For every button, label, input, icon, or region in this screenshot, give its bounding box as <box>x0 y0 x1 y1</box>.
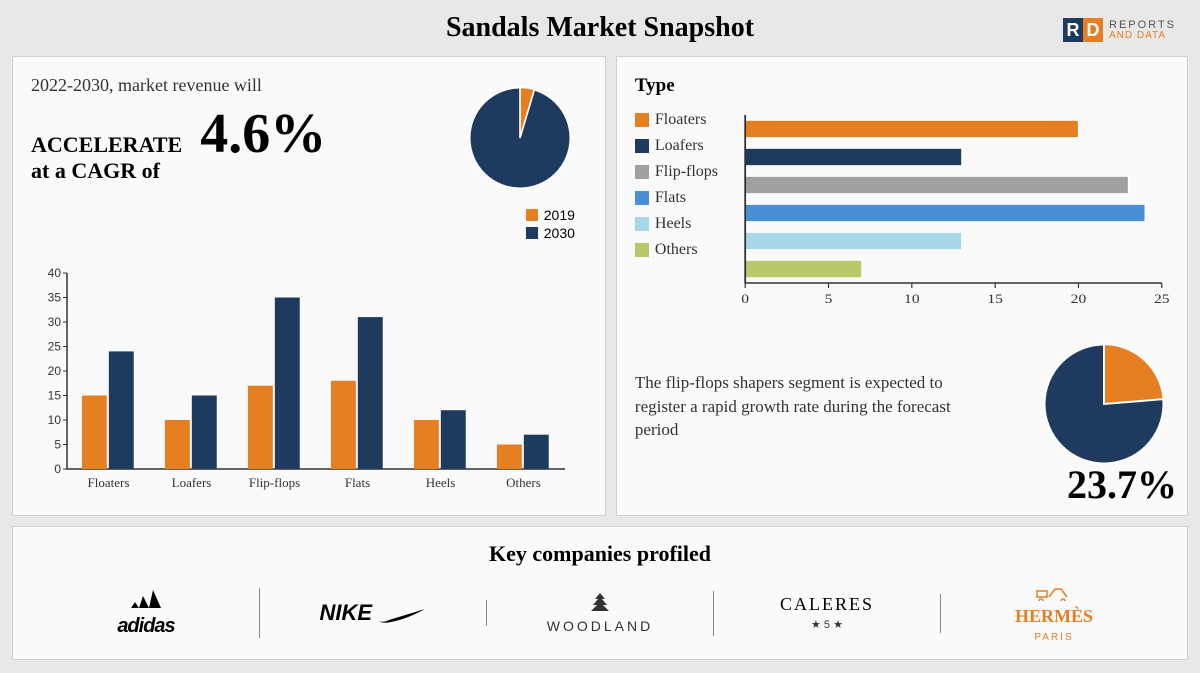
left-panel: 2022-2030, market revenue will ACCELERAT… <box>12 56 606 516</box>
svg-text:Loafers: Loafers <box>172 475 212 490</box>
accelerate-label-1: ACCELERATE <box>31 132 182 158</box>
svg-text:5: 5 <box>54 438 61 452</box>
company-woodland-label: WOODLAND <box>547 618 653 634</box>
logo-reports-text: REPORTS <box>1109 20 1176 31</box>
company-row: adidas NIKE WOODLAND CALERES ★ 5 ★ <box>33 581 1167 645</box>
legend-item: 2019 <box>526 207 575 223</box>
svg-text:Heels: Heels <box>426 475 456 490</box>
svg-text:15: 15 <box>987 292 1003 307</box>
logo-d: D <box>1083 18 1103 42</box>
main-grid: 2022-2030, market revenue will ACCELERAT… <box>12 56 1188 516</box>
bar-chart-legend: 2019 2030 <box>526 207 575 243</box>
legend-swatch <box>526 209 538 221</box>
woodland-tree-icon <box>585 591 615 613</box>
page-title: Sandals Market Snapshot <box>12 12 1188 44</box>
type-legend-item: Flats <box>635 189 718 207</box>
legend-swatch <box>635 243 649 257</box>
brand-logo: R D REPORTS AND DATA <box>1063 18 1176 42</box>
svg-text:25: 25 <box>1154 292 1169 307</box>
right-panel: Type Floaters Loafers Flip-flops Flats Heels… <box>616 56 1188 516</box>
svg-text:20: 20 <box>1071 292 1087 307</box>
svg-text:0: 0 <box>54 462 61 476</box>
companies-title: Key companies profiled <box>33 541 1167 567</box>
type-legend: Floaters Loafers Flip-flops Flats Heels Other… <box>635 111 718 311</box>
adidas-stripes-icon <box>129 588 163 610</box>
cagr-value: 4.6% <box>200 102 326 166</box>
svg-text:Flip-flops: Flip-flops <box>249 475 300 490</box>
svg-text:Floaters: Floaters <box>88 475 130 490</box>
legend-label: Loafers <box>655 137 704 155</box>
logo-and-data-text: AND DATA <box>1109 31 1176 41</box>
svg-text:Flats: Flats <box>345 475 370 490</box>
legend-swatch <box>635 217 649 231</box>
svg-text:0: 0 <box>741 292 749 307</box>
legend-label: Others <box>655 241 698 259</box>
category-bar-chart: 0 5 10 15 20 25 30 35 40 Floaters Loafers Flip-flop… <box>33 265 573 495</box>
flipflop-pie-icon <box>1039 339 1169 469</box>
company-caleres-sub: ★ 5 ★ <box>811 619 843 631</box>
company-hermes: HERMÈS PARIS <box>941 581 1167 645</box>
svg-text:Others: Others <box>506 475 541 490</box>
svg-text:25: 25 <box>48 340 62 354</box>
legend-label: Flats <box>655 189 686 207</box>
legend-swatch <box>635 191 649 205</box>
svg-text:40: 40 <box>48 266 62 280</box>
type-legend-item: Heels <box>635 215 718 233</box>
type-hbar-chart: 0 5 10 15 20 25 <box>738 111 1169 311</box>
svg-text:10: 10 <box>904 292 920 307</box>
nike-swoosh-icon <box>377 607 427 625</box>
companies-panel: Key companies profiled adidas NIKE WOODL… <box>12 526 1188 660</box>
legend-label: 2019 <box>544 207 575 223</box>
company-caleres: CALERES ★ 5 ★ <box>714 594 941 633</box>
company-caleres-label: CALERES <box>780 594 874 614</box>
type-legend-item: Loafers <box>635 137 718 155</box>
legend-swatch <box>635 139 649 153</box>
svg-text:35: 35 <box>48 291 62 305</box>
hermes-carriage-icon <box>1033 581 1075 601</box>
legend-label: 2030 <box>544 225 575 241</box>
cagr-pie-icon <box>465 83 575 193</box>
logo-icon: R D <box>1063 18 1103 42</box>
insight-text: The flip-flops shapers segment is expect… <box>635 371 989 442</box>
accelerate-label-2: at a CAGR of <box>31 158 182 184</box>
company-adidas: adidas <box>33 588 260 638</box>
svg-text:5: 5 <box>825 292 833 307</box>
type-legend-item: Flip-flops <box>635 163 718 181</box>
legend-swatch <box>635 113 649 127</box>
company-hermes-sub: PARIS <box>1034 632 1073 643</box>
type-legend-item: Others <box>635 241 718 259</box>
legend-label: Floaters <box>655 111 707 129</box>
legend-swatch <box>635 165 649 179</box>
company-hermes-label: HERMÈS <box>1015 606 1093 626</box>
flipflop-pct: 23.7% <box>1067 461 1177 508</box>
svg-text:30: 30 <box>48 315 62 329</box>
logo-r: R <box>1063 18 1083 42</box>
legend-swatch <box>526 227 538 239</box>
type-title: Type <box>635 75 1169 97</box>
legend-item: 2030 <box>526 225 575 241</box>
legend-label: Heels <box>655 215 691 233</box>
company-woodland: WOODLAND <box>487 591 714 636</box>
company-nike-label: NIKE <box>319 600 372 625</box>
legend-label: Flip-flops <box>655 163 718 181</box>
company-nike: NIKE <box>260 600 487 626</box>
company-adidas-label: adidas <box>117 615 174 637</box>
svg-text:10: 10 <box>48 413 62 427</box>
type-legend-item: Floaters <box>635 111 718 129</box>
svg-text:15: 15 <box>48 389 62 403</box>
svg-text:20: 20 <box>48 364 62 378</box>
infographic-container: R D REPORTS AND DATA Sandals Market Snap… <box>0 0 1200 673</box>
